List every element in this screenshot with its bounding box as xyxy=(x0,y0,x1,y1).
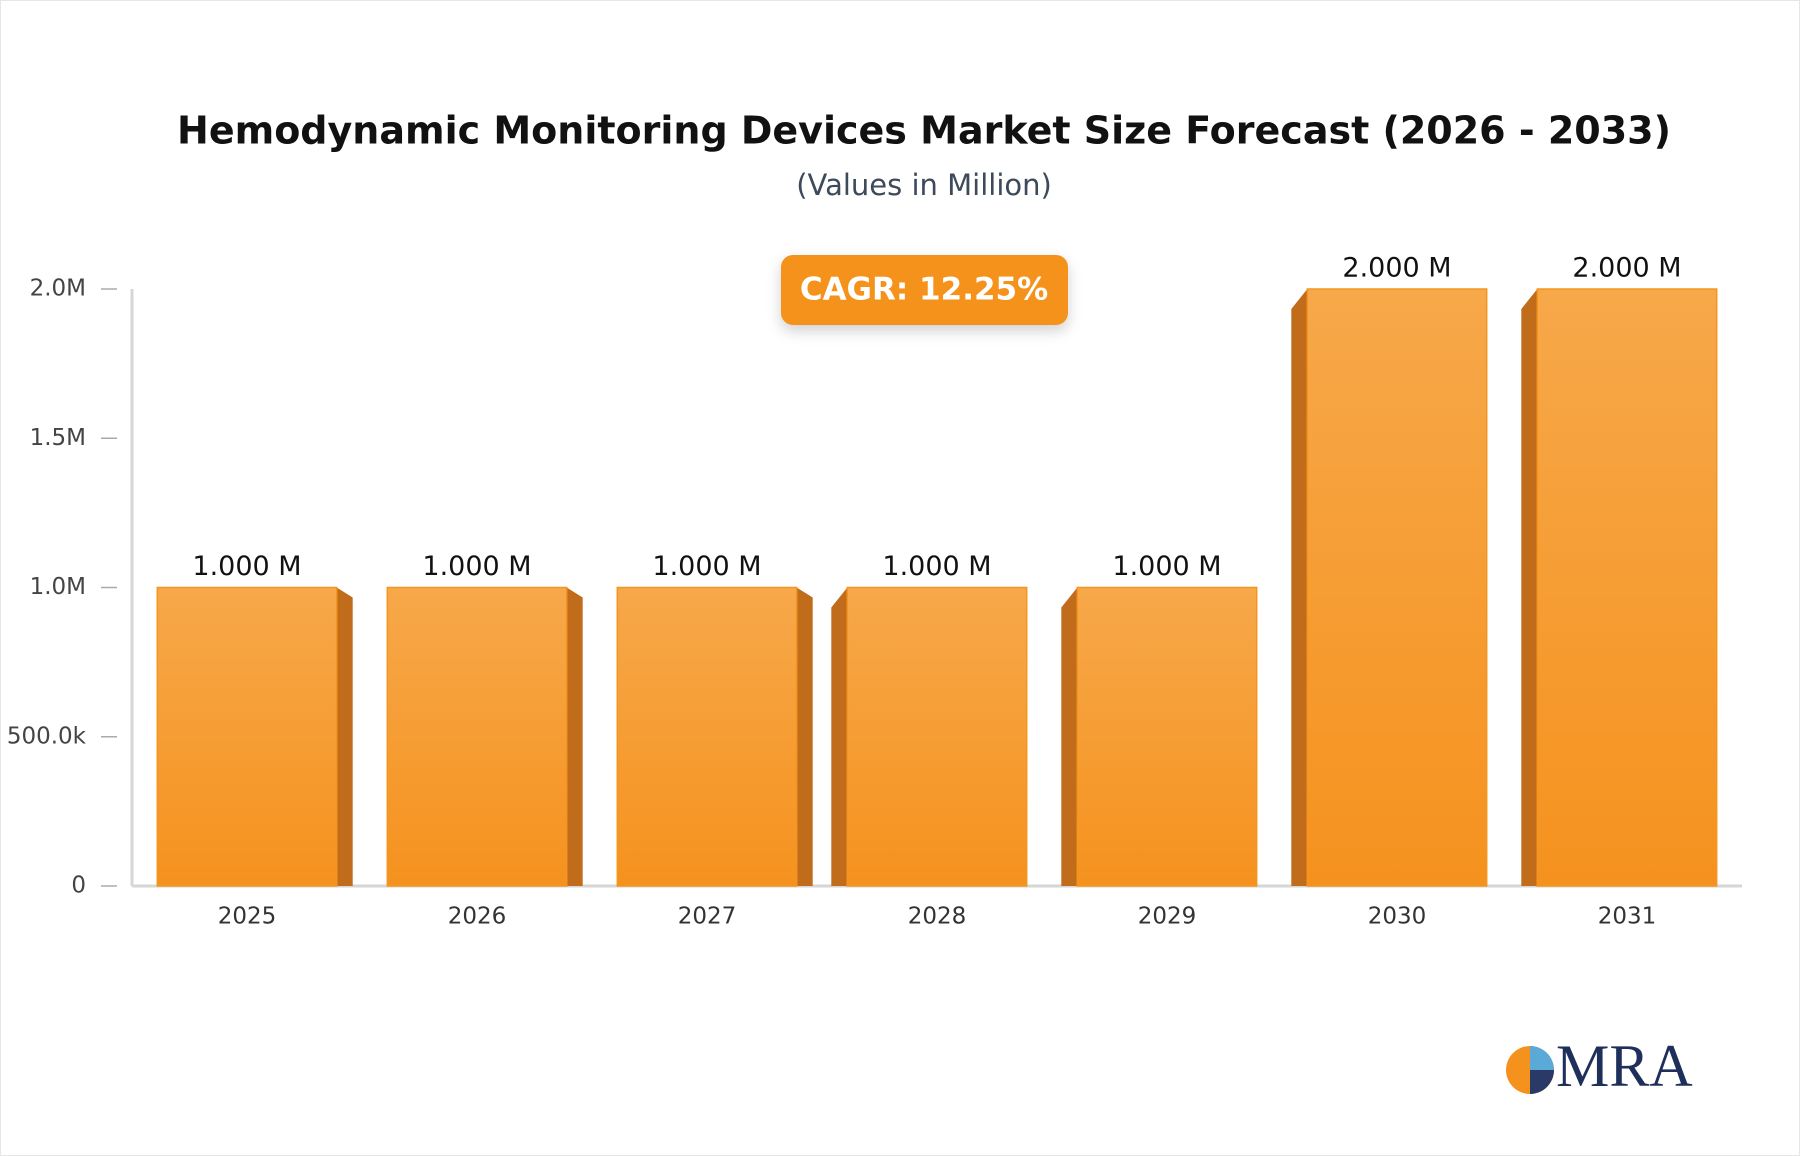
plot: 0 500.0k 1.0M 1.5M 2.0M 2025 1.000 M 2026 1.000 … xyxy=(7,253,1742,930)
logo-slice xyxy=(1530,1070,1554,1094)
value-label: 1.000 M xyxy=(192,551,301,582)
bar-side xyxy=(336,587,353,886)
value-label: 1.000 M xyxy=(882,551,991,582)
bar-side xyxy=(1061,587,1078,886)
y-tick-label: 1.5M xyxy=(30,425,86,451)
bar-side xyxy=(566,587,583,886)
x-tick-label: 2031 xyxy=(1598,904,1657,930)
value-label: 2.000 M xyxy=(1342,253,1451,284)
value-label: 1.000 M xyxy=(1112,551,1221,582)
value-label: 1.000 M xyxy=(422,551,531,582)
value-label: 1.000 M xyxy=(652,551,761,582)
bar-side xyxy=(1291,289,1308,886)
bar xyxy=(846,586,1028,887)
chart-subtitle: (Values in Million) xyxy=(796,168,1052,202)
bar-side xyxy=(831,587,848,886)
x-tick-label: 2027 xyxy=(678,904,737,930)
x-tick-label: 2030 xyxy=(1368,904,1427,930)
bar xyxy=(1076,586,1258,887)
y-tick-label: 0 xyxy=(71,873,86,899)
y-tick-label: 2.0M xyxy=(30,276,86,302)
bar xyxy=(386,586,568,887)
bar-side xyxy=(1521,289,1538,886)
chart-title: Hemodynamic Monitoring Devices Market Si… xyxy=(177,109,1671,153)
bar xyxy=(156,586,338,887)
x-tick-label: 2028 xyxy=(908,904,967,930)
logo-text: MRA xyxy=(1556,1033,1693,1099)
logo-slice xyxy=(1530,1046,1554,1070)
bar xyxy=(1536,288,1718,887)
y-tick-label: 500.0k xyxy=(7,723,87,749)
bar xyxy=(1306,288,1488,887)
x-tick-label: 2026 xyxy=(448,904,507,930)
bar-side xyxy=(796,587,813,886)
x-tick-label: 2025 xyxy=(218,904,277,930)
logo: MRA xyxy=(1506,1033,1693,1099)
annotation: CAGR: 12.25% xyxy=(800,272,1048,308)
badge-box xyxy=(781,255,1068,325)
bar xyxy=(616,586,798,887)
value-label: 2.000 M xyxy=(1572,253,1681,284)
y-tick-label: 1.0M xyxy=(30,574,86,600)
x-tick-label: 2029 xyxy=(1138,904,1197,930)
cagr-badge: CAGR: 12.25% xyxy=(781,255,1068,325)
